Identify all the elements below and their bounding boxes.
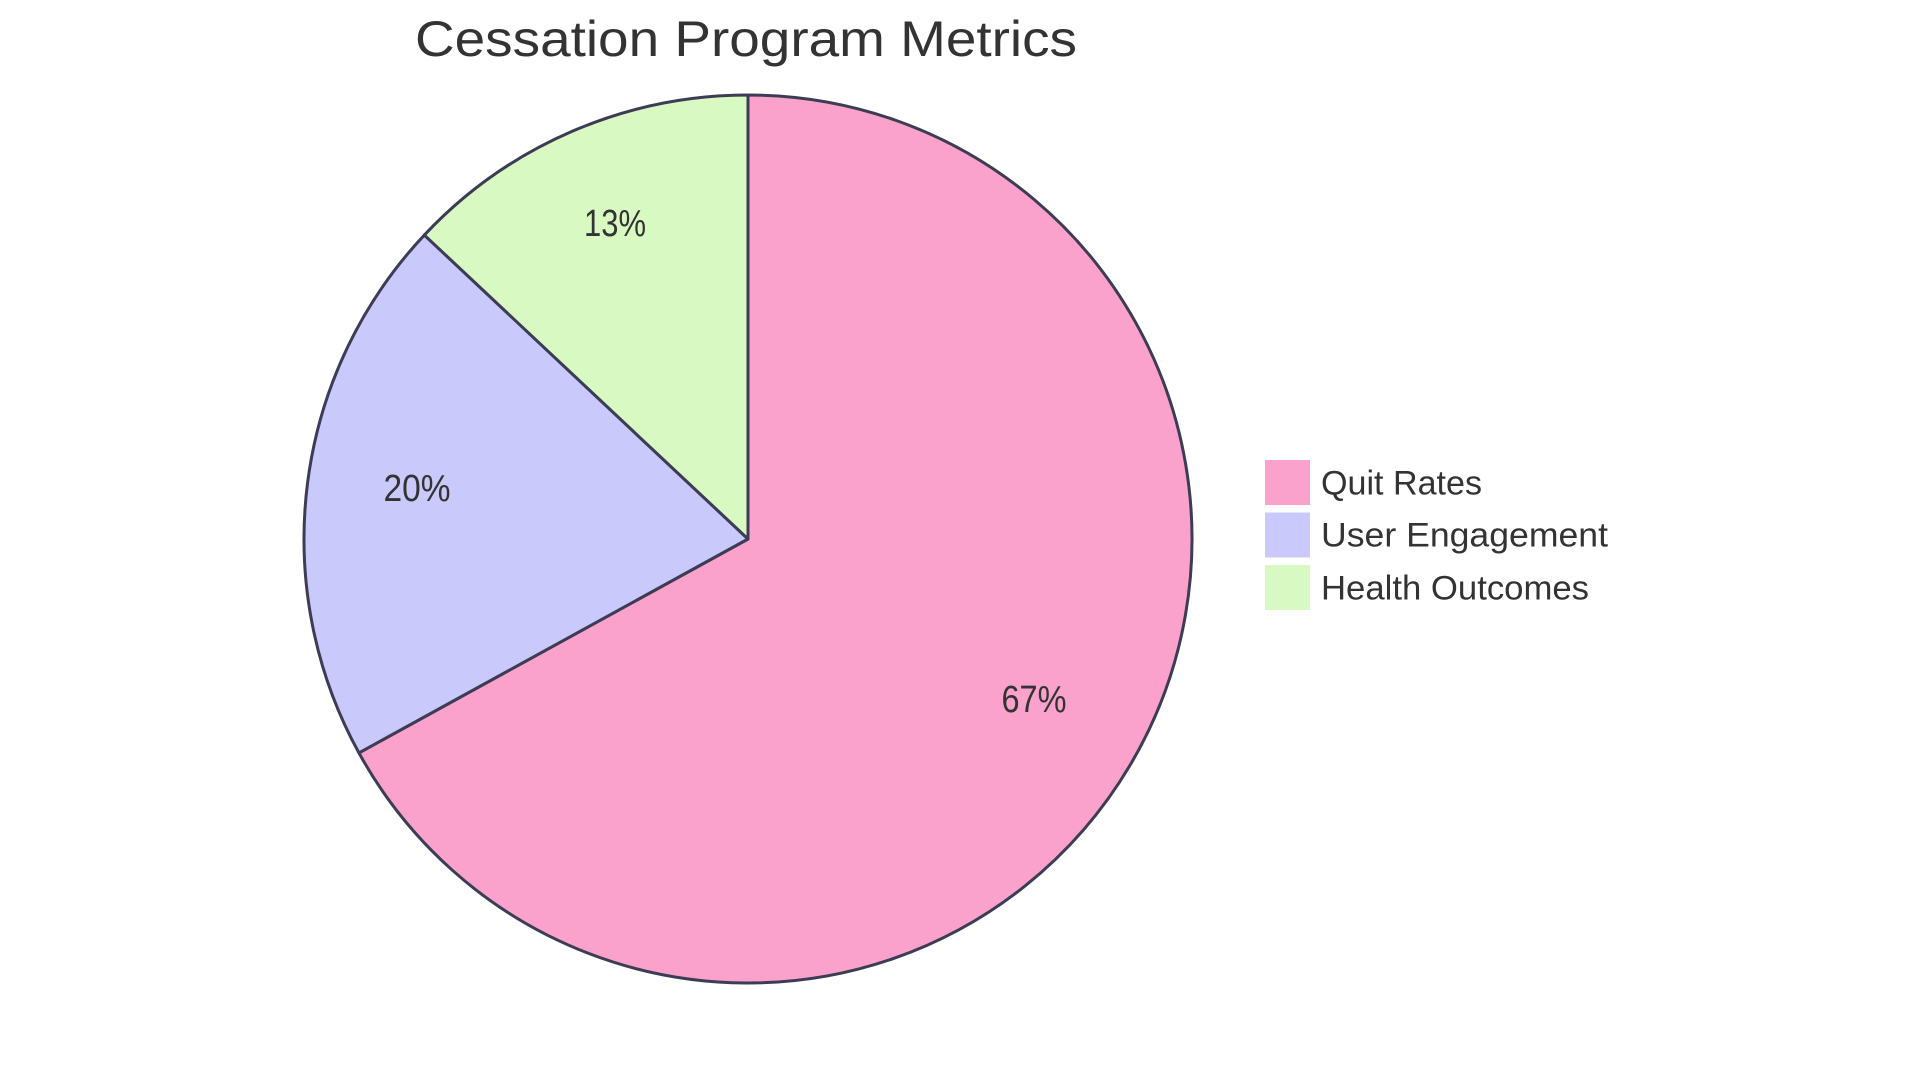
svg-text:Quit Rates: Quit Rates [1321, 465, 1482, 503]
svg-text:Health Outcomes: Health Outcomes [1321, 570, 1589, 608]
svg-text:20%: 20% [384, 468, 451, 510]
svg-text:User Engagement: User Engagement [1321, 517, 1609, 555]
svg-text:67%: 67% [1002, 679, 1067, 721]
svg-text:Cessation Program Metrics: Cessation Program Metrics [415, 11, 1077, 67]
svg-text:13%: 13% [584, 203, 646, 245]
